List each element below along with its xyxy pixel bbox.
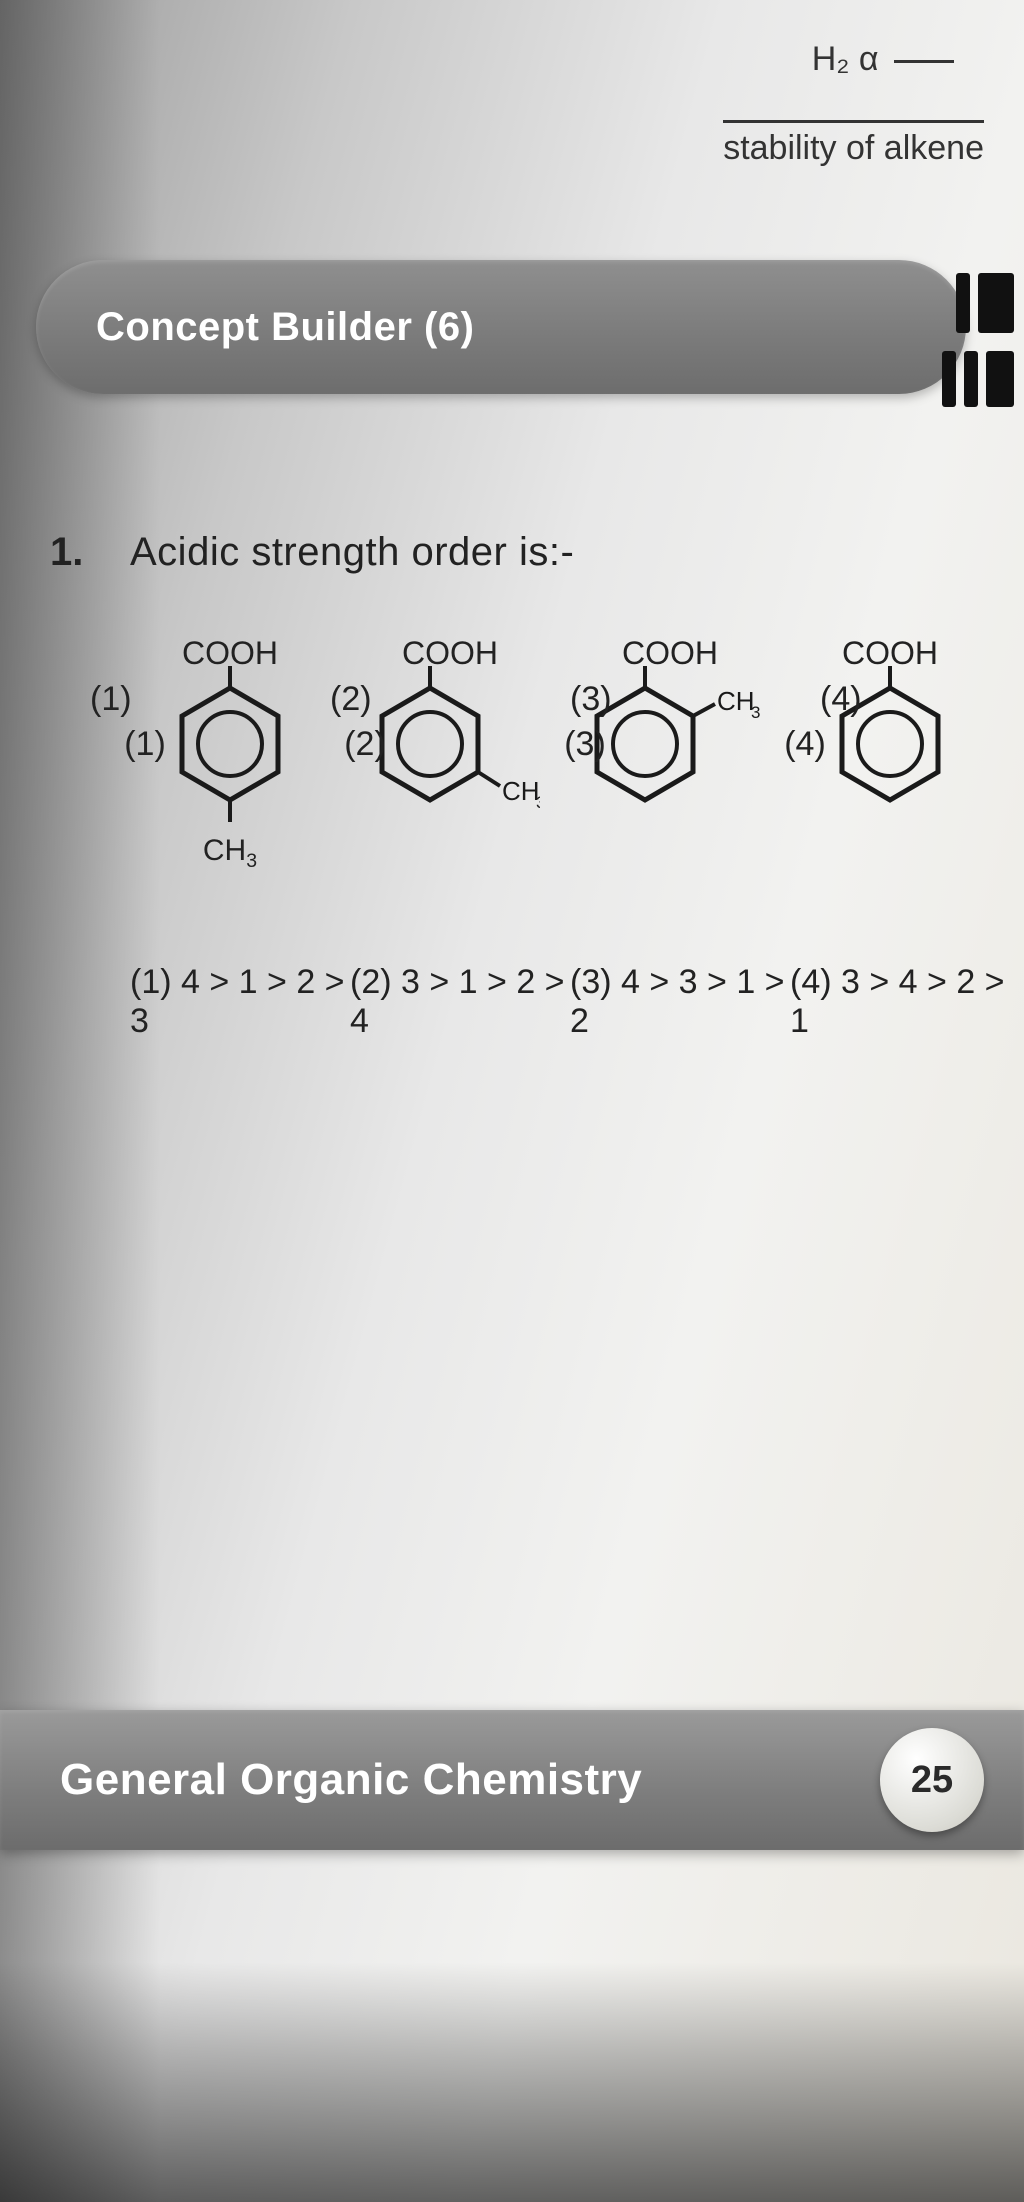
benzene-ring-icon: CH 3 [360,666,540,836]
page-number-badge: 25 [880,1728,984,1832]
bottom-shadow [0,1962,1024,2202]
svg-text:CH: CH [502,776,540,806]
chapter-banner: General Organic Chemistry 25 [0,1710,1024,1850]
stability-text: stability of alkene [723,120,984,168]
svg-text:3: 3 [536,793,540,812]
concept-builder-pill: Concept Builder (6) [36,260,966,394]
structure-1-paren: (1) [90,680,132,719]
answer-2: (2) 3 > 1 > 2 > 4 [350,963,570,1041]
question-number: 1. [50,530,83,575]
page-root: H₂ α stability of alkene Concept Builder… [0,0,1024,2202]
pill-title: Concept Builder (6) [96,305,474,350]
structure-3-paren: (3) [570,680,612,719]
answers-row: (1) 4 > 1 > 2 > 3 (2) 3 > 1 > 2 > 4 (3) … [130,963,1010,1041]
structure-2: COOH CH 3 (2) [350,635,550,873]
structure-2-paren: (2) [330,680,372,719]
structure-label: (3) [564,725,606,764]
answer-3: (3) 4 > 3 > 1 > 2 [570,963,790,1041]
svg-text:3: 3 [751,703,760,722]
answer-1: (1) 4 > 1 > 2 > 3 [130,963,350,1041]
structure-4-paren: (4) [820,680,862,719]
top-fragment-left: H₂ α [812,40,879,78]
structure-4: COOH (4) [790,635,990,873]
question-text: Acidic strength order is:- [130,530,984,575]
benzene-ring-icon [160,666,300,836]
structure-label: (2) [344,725,386,764]
structure-1: COOH CH3 (1) [130,635,330,873]
barcode-icon [904,230,1014,450]
top-fragment: H₂ α [812,40,954,79]
chapter-title: General Organic Chemistry [60,1755,642,1805]
answer-4: (4) 3 > 4 > 2 > 1 [790,963,1010,1041]
svg-text:CH: CH [717,686,755,716]
ch3-label: CH3 [203,834,257,873]
question-block: 1. Acidic strength order is:- COOH CH3 (… [50,470,984,1041]
structure-label: (4) [784,725,826,764]
structure-label: (1) [124,725,166,764]
fraction-bar [894,60,954,63]
structure-3: COOH CH 3 (3) [570,635,770,873]
structures-row: COOH CH3 (1) COOH CH [130,635,990,873]
